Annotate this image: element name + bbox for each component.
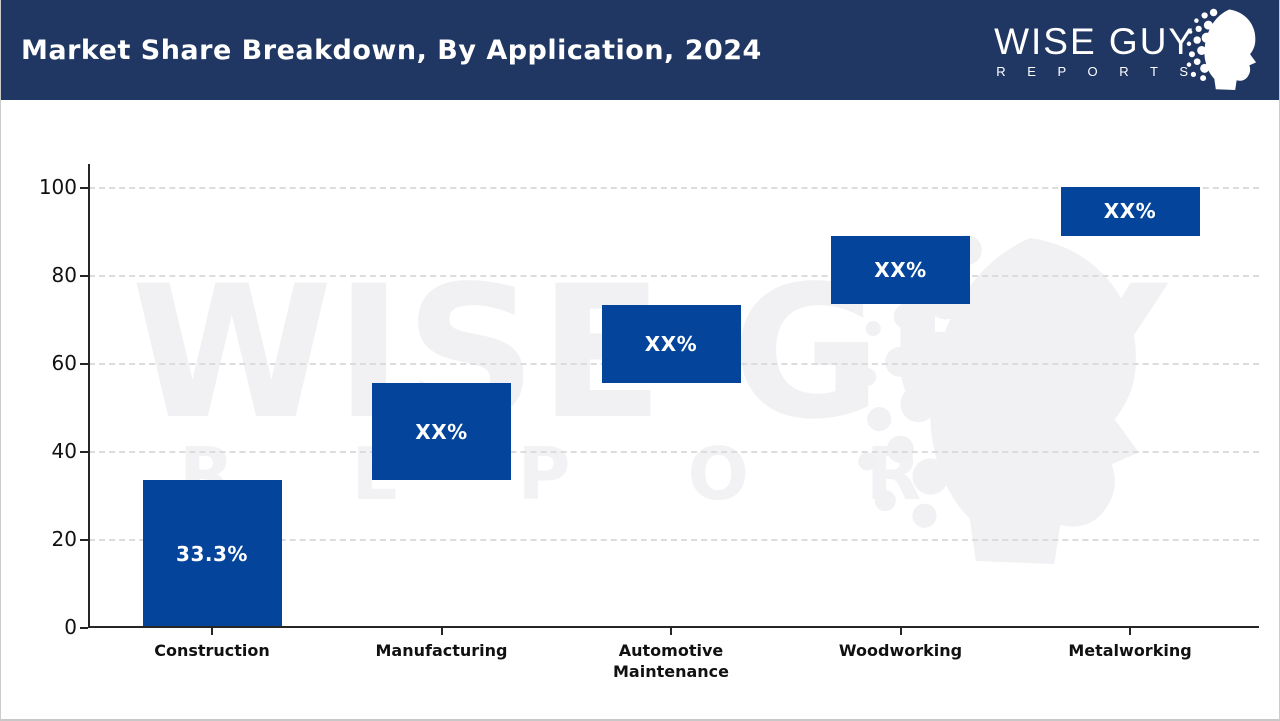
bar-manufacturing: XX% (372, 382, 511, 481)
x-tick-4 (1129, 628, 1131, 635)
x-tick-0 (211, 628, 213, 635)
bar-value-label: XX% (644, 331, 698, 356)
y-tick-label-60: 60 (51, 351, 77, 375)
y-tick-40 (80, 451, 88, 453)
y-tick-label-100: 100 (38, 175, 77, 199)
wise-guy-reports-logo: WISE GUY R E P O R T S (992, 8, 1279, 92)
logo-wise-guy-label: WISE GUY (994, 20, 1196, 62)
gridline-40 (89, 451, 1259, 453)
bar-value-label: XX% (1103, 199, 1157, 224)
x-tick-2 (670, 628, 672, 635)
bar-construction: 33.3% (142, 480, 282, 627)
y-tick-100 (80, 187, 88, 189)
x-category-label-3: Woodworking (838, 641, 963, 660)
y-tick-80 (80, 275, 88, 277)
x-tick-3 (899, 628, 902, 635)
gridline-20 (89, 539, 1259, 541)
y-tick-label-80: 80 (51, 263, 77, 287)
x-category-label-2: Automotive Maintenance (612, 641, 729, 681)
bar-value-label: XX% (874, 258, 927, 283)
logo-reports-label: R E P O R T S (996, 63, 1197, 79)
gridline-100 (89, 187, 1259, 189)
y-tick-20 (80, 539, 88, 541)
bar-metalworking: XX% (1060, 187, 1200, 236)
x-axis-line (88, 626, 1259, 628)
bar-automotive-maintenance: XX% (601, 304, 741, 383)
plot-area: 33.3% XX% XX% XX% XX% (89, 164, 1259, 627)
y-axis-line (88, 164, 90, 628)
bar-value-label: XX% (415, 419, 468, 444)
y-tick-label-40: 40 (51, 439, 77, 463)
page-title: Market Share Breakdown, By Application, … (21, 34, 762, 66)
bar-value-label: 33.3% (176, 541, 248, 566)
x-tick-1 (440, 628, 443, 635)
bar-woodworking: XX% (831, 235, 970, 305)
x-category-label-0: Construction (154, 641, 270, 660)
y-tick-label-20: 20 (51, 527, 77, 551)
x-category-label-4: Metalworking (1068, 641, 1192, 660)
x-category-label-1: Manufacturing (375, 641, 508, 660)
y-tick-label-0: 0 (64, 615, 77, 639)
face-profile-icon (1186, 8, 1257, 91)
y-tick-0 (80, 627, 88, 629)
y-tick-60 (80, 363, 88, 365)
header-bar: Market Share Breakdown, By Application, … (1, 0, 1279, 100)
logo-text: WISE GUY R E P O R T S (992, 23, 1197, 78)
gridline-80 (89, 275, 1259, 277)
